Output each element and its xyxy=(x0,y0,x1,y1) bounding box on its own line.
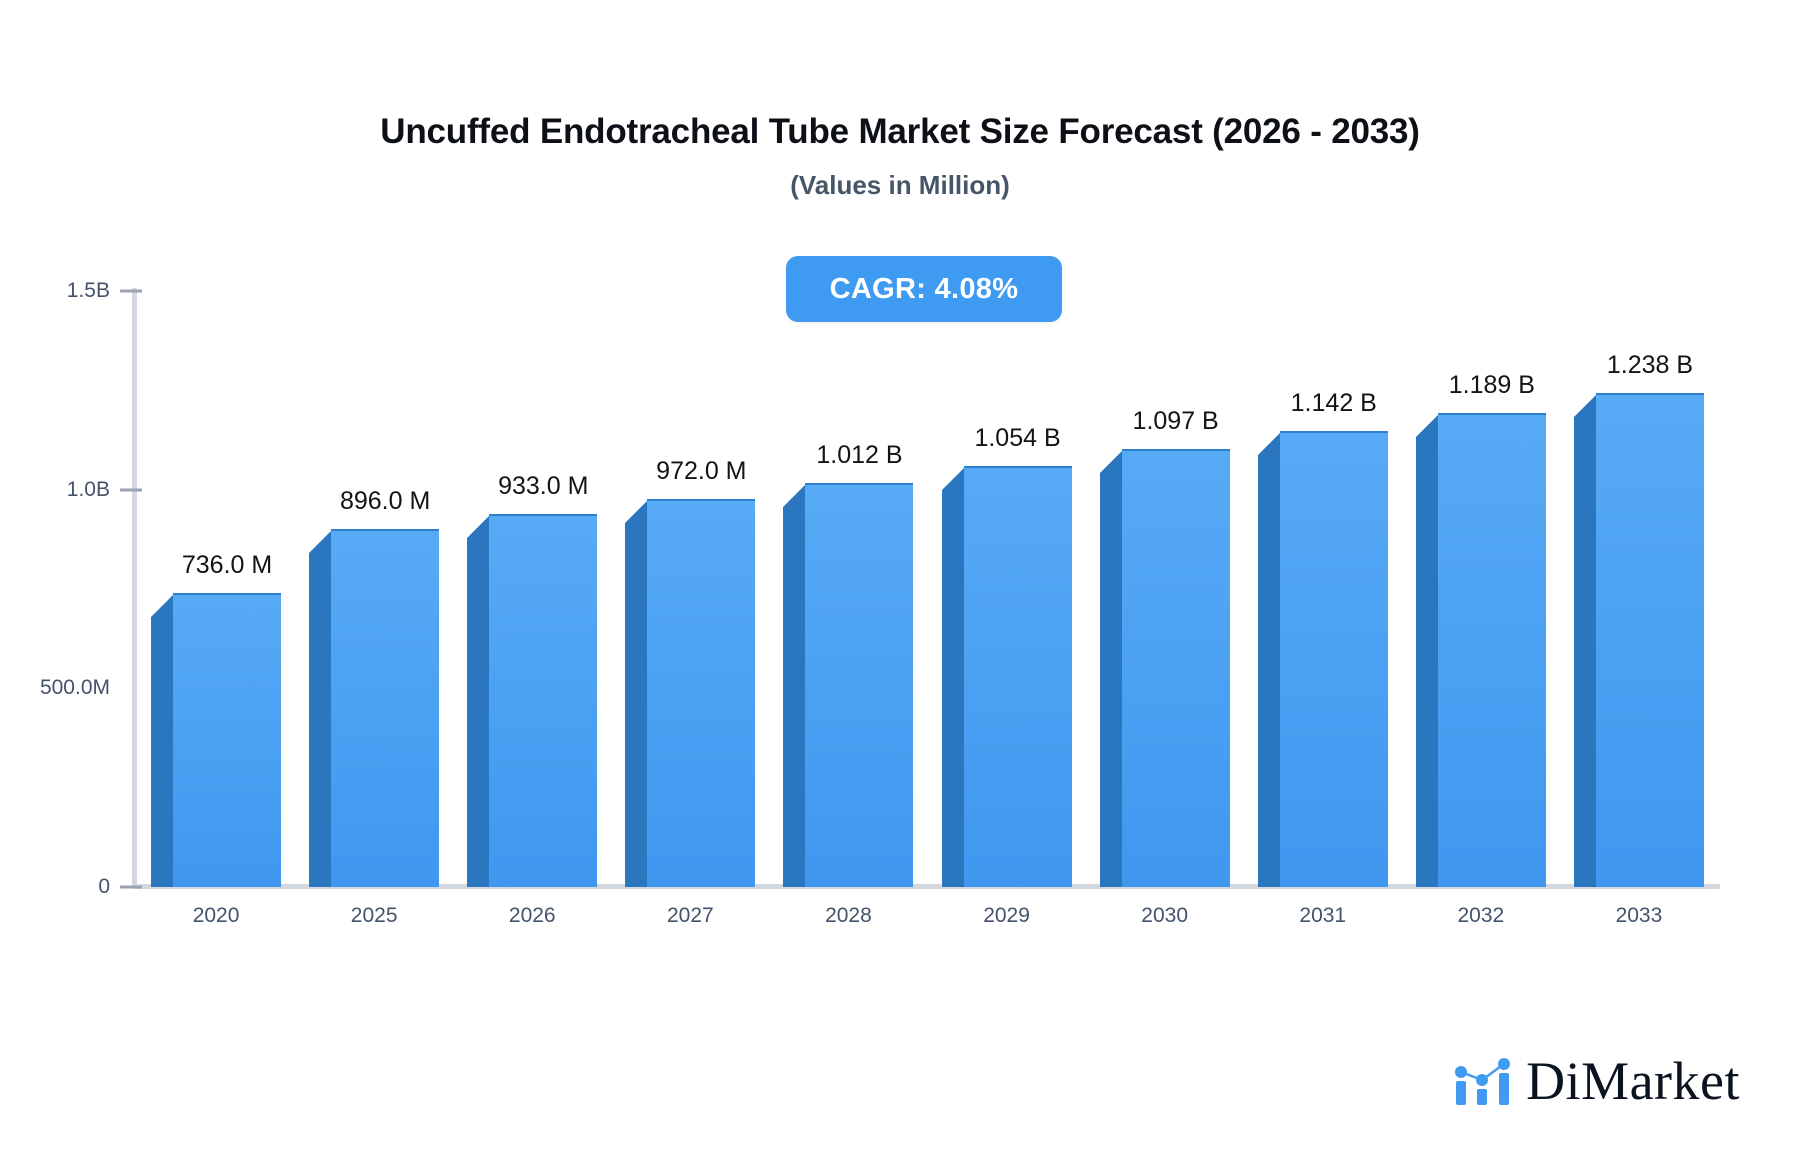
bar-front-face xyxy=(1121,449,1230,887)
bar-side-face xyxy=(625,500,648,887)
x-axis-tick-label: 2027 xyxy=(666,904,714,927)
y-axis-tick-mark xyxy=(120,885,142,889)
x-axis-tick-label: 2030 xyxy=(1141,904,1188,927)
x-axis-tick-label: 2026 xyxy=(508,904,556,927)
y-axis-line xyxy=(132,288,137,888)
bar-value-label: 972.0 M xyxy=(656,456,747,485)
bar-side-face xyxy=(1415,414,1438,887)
logo-text: DiMarket xyxy=(1526,1051,1740,1111)
bar-front-face xyxy=(1437,412,1546,887)
bar-front-face xyxy=(1595,393,1704,887)
bar-value-label: 736.0 M xyxy=(181,550,273,579)
bar-front-face xyxy=(805,482,914,887)
x-axis-tick-label: 2031 xyxy=(1299,904,1347,927)
y-axis-tick-label: 1.5B xyxy=(66,279,110,302)
bar-front-face xyxy=(1279,431,1388,887)
bar-side-face xyxy=(151,594,174,887)
brand-logo: DiMarket xyxy=(1454,1054,1740,1108)
bar-side-face xyxy=(309,530,332,887)
bar-2032[interactable]: 1.189 B xyxy=(1415,371,1546,887)
bar-front-face xyxy=(963,466,1072,887)
y-axis-tick-label: 1.0B xyxy=(66,477,110,501)
bar-side-face xyxy=(1257,433,1280,887)
bar-chart-icon xyxy=(1455,1058,1511,1105)
bar-value-label: 896.0 M xyxy=(339,486,431,515)
chart-title: Uncuffed Endotracheal Tube Market Size F… xyxy=(380,112,1420,151)
bar-front-face xyxy=(331,528,440,887)
bar-2025[interactable]: 896.0 M xyxy=(309,487,440,887)
x-axis-tick-label: 2033 xyxy=(1615,904,1663,927)
bar-2028[interactable]: 1.012 B xyxy=(783,441,914,887)
bar-2033[interactable]: 1.238 B xyxy=(1573,351,1704,887)
bar-value-label: 1.142 B xyxy=(1290,389,1377,418)
bar-value-label: 1.189 B xyxy=(1448,370,1535,399)
x-axis-tick-label: 2025 xyxy=(350,904,398,927)
bar-side-face xyxy=(1573,395,1596,887)
bar-front-face xyxy=(647,498,756,887)
bar-value-label: 933.0 M xyxy=(498,472,589,501)
bar-2026[interactable]: 933.0 M xyxy=(467,472,598,887)
x-axis-tick-label: 2032 xyxy=(1457,904,1505,927)
bar-front-face xyxy=(173,592,282,887)
x-axis-tick-label: 2020 xyxy=(192,904,240,927)
y-axis-tick-mark xyxy=(120,488,142,492)
y-axis-tick-label: 0 xyxy=(98,875,110,898)
bar-2027[interactable]: 972.0 M xyxy=(625,457,756,887)
bar-side-face xyxy=(941,468,964,887)
bar-side-face xyxy=(783,484,806,887)
x-axis-tick-label: 2028 xyxy=(825,904,872,927)
y-axis-tick-label: 500.0M xyxy=(39,676,110,700)
bar-2029[interactable]: 1.054 B xyxy=(941,424,1072,887)
chart-subtitle: (Values in Million) xyxy=(790,170,1010,200)
bar-2030[interactable]: 1.097 B xyxy=(1099,407,1230,887)
y-axis-tick-mark xyxy=(120,289,142,293)
bar-value-label: 1.097 B xyxy=(1132,407,1219,436)
bar-value-label: 1.238 B xyxy=(1606,351,1694,380)
x-axis-line xyxy=(132,884,1720,889)
x-axis-tick-label: 2029 xyxy=(983,904,1030,927)
bar-value-label: 1.012 B xyxy=(816,440,903,469)
bar-side-face xyxy=(467,516,490,887)
cagr-badge: CAGR: 4.08% xyxy=(786,256,1062,322)
bar-front-face xyxy=(489,514,598,887)
bar-side-face xyxy=(1099,451,1122,887)
bar-2020[interactable]: 736.0 M xyxy=(151,551,282,887)
bar-value-label: 1.054 B xyxy=(974,424,1061,453)
bar-2031[interactable]: 1.142 B xyxy=(1257,389,1388,887)
